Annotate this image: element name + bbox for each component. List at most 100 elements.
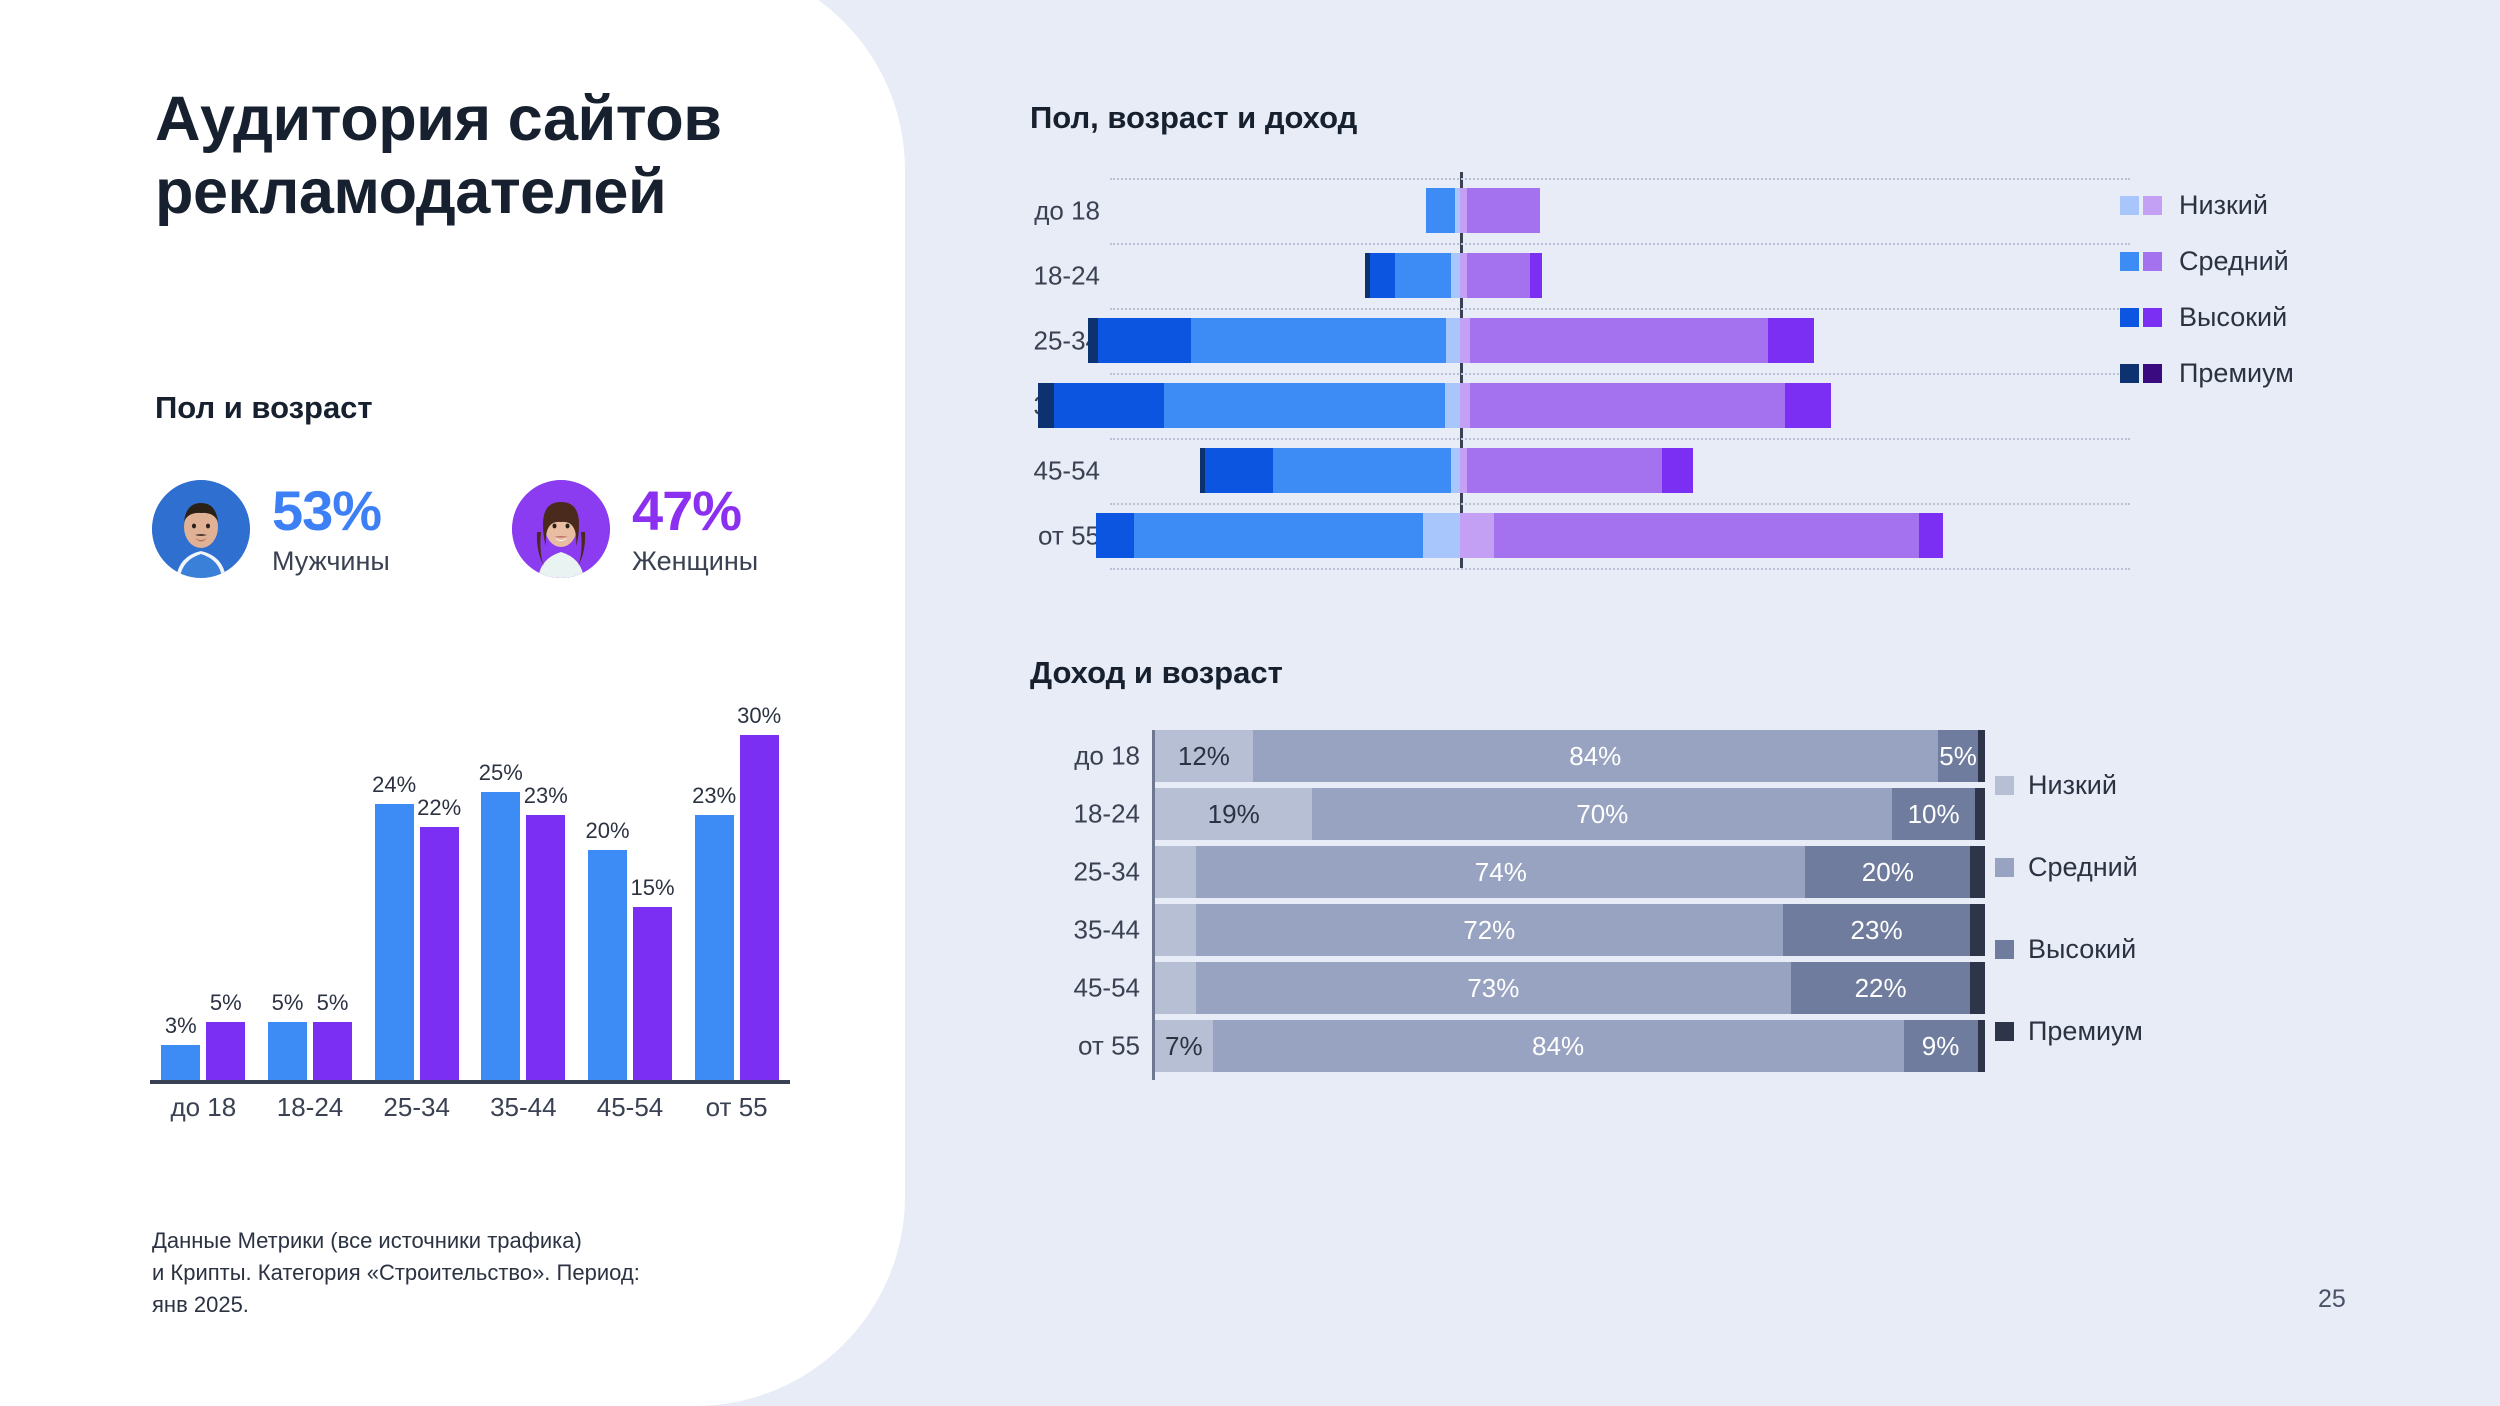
pyramid-segment-высокий [1053,383,1165,428]
pyramid-bar-male [1426,188,1460,233]
income-segment-низкий [1155,846,1197,898]
pyramid-segment-низкий [1451,448,1460,493]
pyramid-bar-female [1460,448,1693,493]
pyramid-legend-item[interactable]: Премиум [2120,358,2294,389]
bar-rect [268,1022,307,1080]
income-legend-item[interactable]: Высокий [1995,934,2143,965]
income-segment-премиум [1970,904,1985,956]
left-panel-card [0,0,905,1406]
bar-group: 24% 22% [369,700,465,1080]
pyramid-segment-высокий [1096,513,1134,558]
bar-rect [419,826,459,1080]
income-row-label: 35-44 [1073,914,1141,945]
pyramid-segment-премиум [1364,253,1370,298]
pyramid-segment-низкий [1460,188,1467,233]
bar-rect [588,849,627,1080]
pyramid-segment-средний [1191,318,1447,363]
pyramid-segment-низкий [1460,383,1471,428]
bar-group: 3% 5% [155,700,251,1080]
bar-rect [633,907,672,1080]
pyramid-segment-низкий [1460,448,1467,493]
bar-rect [206,1022,246,1080]
gender-stat-female: 47% Женщины [512,480,758,578]
legend-label: Премиум [2179,358,2294,388]
pyramid-row: 35-44 [1034,373,2130,438]
legend-swatch-male-icon [2120,196,2139,215]
income-segment-высокий: 23% [1782,904,1971,956]
pyramid-segment-низкий [1454,188,1460,233]
pyramid-segment-премиум [1038,383,1054,428]
bar-female: 22% [417,700,461,1080]
legend-label: Низкий [2179,190,2268,220]
gender-section-heading: Пол и возраст [155,390,373,425]
income-legend-item[interactable]: Премиум [1995,1016,2143,1047]
pyramid-chart-heading: Пол, возраст и доход [1030,100,1358,135]
bar-group: 25% 23% [475,700,571,1080]
pyramid-segment-низкий [1446,318,1460,363]
pyramid-segment-высокий [1919,513,1943,558]
pyramid-legend-item[interactable]: Средний [2120,246,2294,277]
pyramid-row-label: 45-54 [1033,455,1101,485]
pyramid-segment-средний [1470,318,1768,363]
income-legend: Низкий Средний Высокий Премиум [1995,770,2143,1098]
income-segment-премиум [1970,962,1985,1014]
income-segment-средний: 73% [1195,962,1791,1014]
legend-label: Средний [2179,246,2289,276]
pyramid-bar-male [1096,513,1460,558]
gender-age-income-pyramid-chart: до 18 18-24 25-3435-44 45-54 от 55 [1034,172,2130,570]
bar-rect [526,815,566,1080]
income-segment-средний: 72% [1195,904,1783,956]
pyramid-segment-средний [1466,253,1530,298]
pyramid-gridline [1110,503,2130,505]
legend-label: Высокий [2028,934,2137,964]
gender-stat-male: 53% Мужчины [152,480,390,578]
bar-value-label: 23% [523,783,568,809]
pyramid-legend-item[interactable]: Низкий [2120,190,2294,221]
pyramid-segment-средний [1164,383,1445,428]
pyramid-row-label: до 18 [1034,195,1100,225]
pyramid-gridline [1110,308,2130,310]
pyramid-legend-item[interactable]: Высокий [2120,302,2294,333]
income-legend-item[interactable]: Средний [1995,852,2143,883]
bar-rect [481,792,521,1080]
bar-group: 20% 15% [582,700,678,1080]
income-segment-высокий: 10% [1892,788,1976,840]
legend-swatch-female-icon [2143,196,2162,215]
income-row: 35-44 72% 23% [1074,904,1985,956]
income-legend-item[interactable]: Низкий [1995,770,2143,801]
bar-rect [694,815,734,1080]
pyramid-segment-премиум [1087,318,1098,363]
bar-female: 5% [313,700,352,1080]
bar-value-label: 5% [316,990,349,1016]
pyramid-gridline [1110,438,2130,440]
income-segment-низкий: 7% [1155,1020,1213,1072]
pyramid-legend: Низкий Средний Высокий Премиум [2120,190,2294,414]
pyramid-row: 18-24 [1034,243,2130,308]
pyramid-bar-male [1364,253,1460,298]
pyramid-segment-высокий [1662,448,1693,493]
bar-x-label: 25-34 [383,1092,450,1122]
income-row-label: 25-34 [1073,856,1141,887]
pyramid-bar-female [1460,318,1814,363]
pyramid-segment-высокий [1097,318,1192,363]
income-row: от 55 7% 84% 9% [1078,1020,1985,1072]
footnote-text: Данные Метрики (все источники трафика) и … [152,1228,640,1317]
legend-swatch-icon [1995,858,2014,877]
pyramid-gridline [1110,373,2130,375]
bar-value-label: 5% [209,990,242,1016]
pyramid-gridline [1110,178,2130,180]
bar-value-label: 30% [737,702,782,728]
bar-value-label: 5% [271,990,304,1016]
income-row: 18-24 19% 70% 10% [1074,788,1985,840]
bar-x-label: от 55 [705,1092,768,1122]
pyramid-bar-female [1460,188,1540,233]
income-segment-высокий: 5% [1937,730,1979,782]
income-chart-y-axis [1152,730,1155,1080]
pyramid-segment-низкий [1444,383,1460,428]
income-segment-низкий: 19% [1155,788,1313,840]
pyramid-segment-высокий [1204,448,1273,493]
income-segment-премиум [1977,1020,1985,1072]
bar-female: 30% [737,700,782,1080]
income-segment-высокий: 9% [1903,1020,1978,1072]
legend-label: Высокий [2179,302,2288,332]
